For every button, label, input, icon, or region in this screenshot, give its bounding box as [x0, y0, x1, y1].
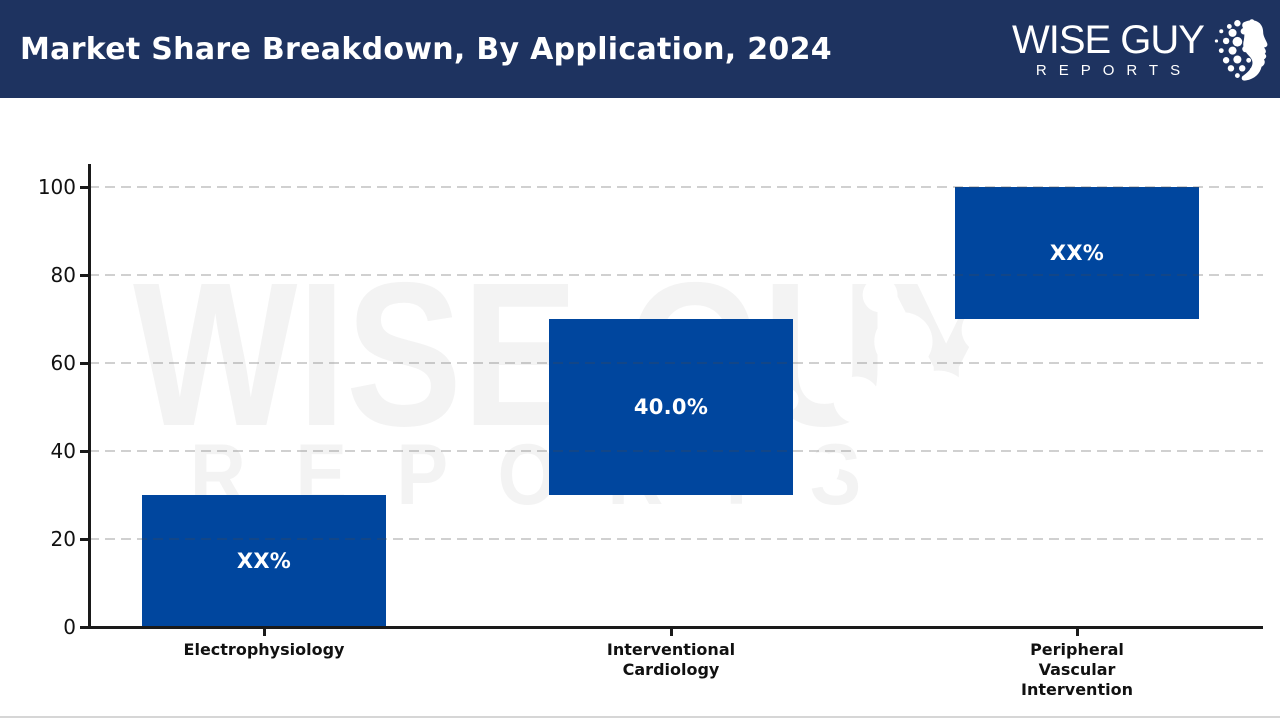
bar-value-label: XX% [236, 549, 292, 573]
category-label-line: Interventional [606, 640, 736, 659]
y-tick-mark [80, 186, 88, 189]
x-tick-mark [670, 629, 673, 636]
category-label-line: Peripheral [1030, 640, 1124, 659]
gridline [89, 362, 1263, 364]
bar-segment: XX% [955, 187, 1199, 319]
gridline [89, 450, 1263, 452]
y-tick-mark [80, 450, 88, 453]
category-label: Electrophysiology [114, 640, 414, 660]
x-axis [88, 626, 1263, 629]
gridline [89, 538, 1263, 540]
y-tick-label: 80 [50, 263, 76, 287]
category-label-line: Intervention [1021, 680, 1133, 699]
brand-subname: REPORTS [1035, 61, 1193, 79]
y-tick-label: 60 [50, 351, 76, 375]
bar-segment: XX% [142, 495, 386, 627]
logo-face-icon [1214, 19, 1268, 81]
category-label-line: Electrophysiology [183, 640, 345, 659]
y-tick-mark [80, 274, 88, 277]
brand-name: WISE GUY [1011, 17, 1205, 62]
y-axis [88, 164, 91, 629]
bar-value-label: 40.0% [633, 395, 709, 419]
brand-logo: WISE GUY REPORTS [1012, 8, 1268, 90]
y-tick-mark [80, 362, 88, 365]
category-label: Interventional Cardiology [521, 640, 821, 680]
y-tick-label: 40 [50, 439, 76, 463]
category-label-line: Vascular [1038, 660, 1116, 679]
brand-logo-text: WISE GUY REPORTS [1011, 17, 1205, 79]
gridline [89, 186, 1263, 188]
bar-segment: 40.0% [549, 319, 793, 495]
x-tick-mark [1076, 629, 1079, 636]
y-tick-label: 0 [63, 615, 76, 639]
y-tick-mark [80, 538, 88, 541]
y-tick-label: 100 [37, 175, 76, 199]
category-label: Peripheral Vascular Intervention [927, 640, 1227, 700]
bottom-rule [0, 716, 1280, 718]
gridline [89, 274, 1263, 276]
x-tick-mark [263, 629, 266, 636]
header-band: Market Share Breakdown, By Application, … [0, 0, 1280, 98]
page-title: Market Share Breakdown, By Application, … [20, 31, 832, 67]
bar-value-label: XX% [1049, 241, 1105, 265]
category-label-line: Cardiology [622, 660, 720, 679]
y-tick-label: 20 [50, 527, 76, 551]
y-tick-mark [80, 626, 88, 629]
